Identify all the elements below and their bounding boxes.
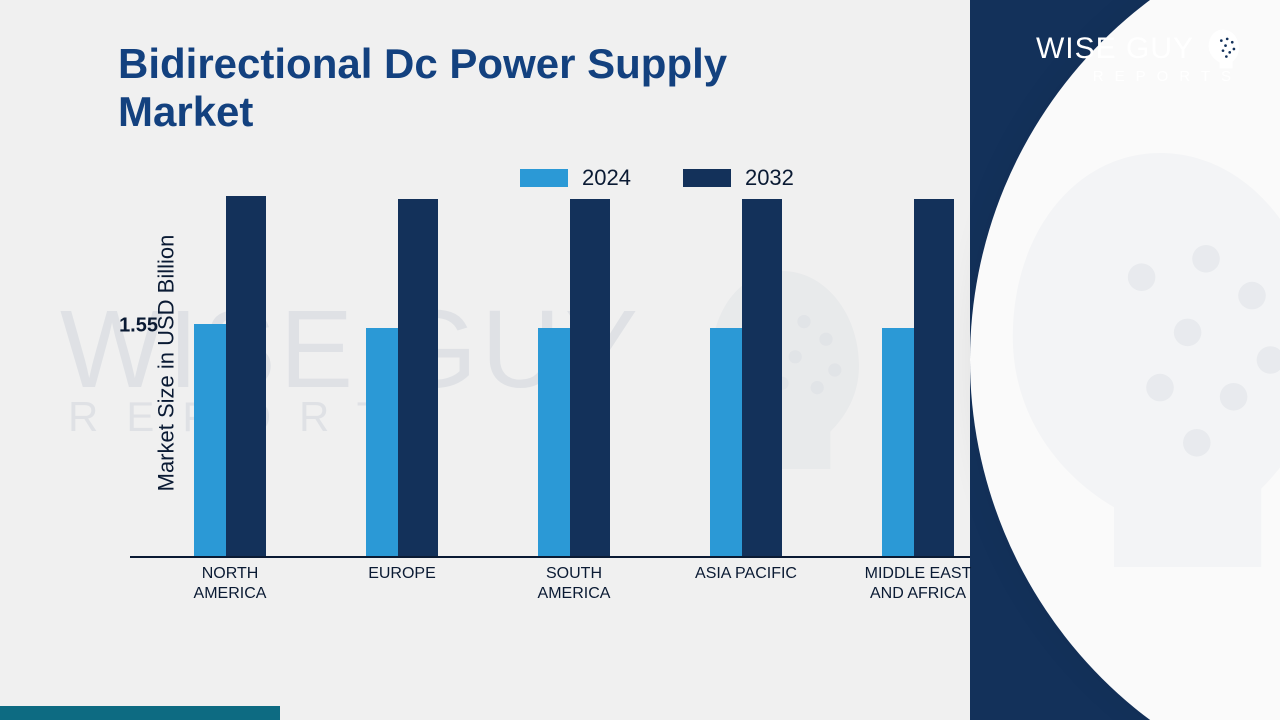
bar — [226, 196, 266, 556]
brand-head-icon — [1202, 28, 1244, 70]
chart-area: Market Size in USD Billion 1.55 NORTH AM… — [90, 168, 970, 558]
chart-title: Bidirectional Dc Power Supply Market — [118, 40, 758, 137]
bar-group: SOUTH AMERICA — [538, 199, 610, 556]
brand-logo: WISE GUY REPORTS — [1036, 28, 1244, 85]
bar — [914, 199, 954, 556]
bar-group: NORTH AMERICA — [194, 196, 266, 556]
bottom-accent-bar — [0, 706, 280, 720]
category-label: ASIA PACIFIC — [686, 556, 806, 584]
bar — [742, 199, 782, 556]
brand-line2: REPORTS — [1036, 68, 1244, 85]
bar — [398, 199, 438, 556]
category-label: NORTH AMERICA — [170, 556, 290, 604]
bar-group: EUROPE — [366, 199, 438, 556]
bar-group: MIDDLE EAST AND AFRICA — [882, 199, 954, 556]
category-label: EUROPE — [342, 556, 462, 584]
brand-line1: WISE GUY — [1036, 32, 1194, 66]
category-label: SOUTH AMERICA — [514, 556, 634, 604]
bar — [570, 199, 610, 556]
plot-area: NORTH AMERICA EUROPE SOUTH AMERICA ASIA PAC… — [130, 168, 970, 558]
bar-group: ASIA PACIFIC — [710, 199, 782, 556]
category-label: MIDDLE EAST AND AFRICA — [858, 556, 978, 604]
